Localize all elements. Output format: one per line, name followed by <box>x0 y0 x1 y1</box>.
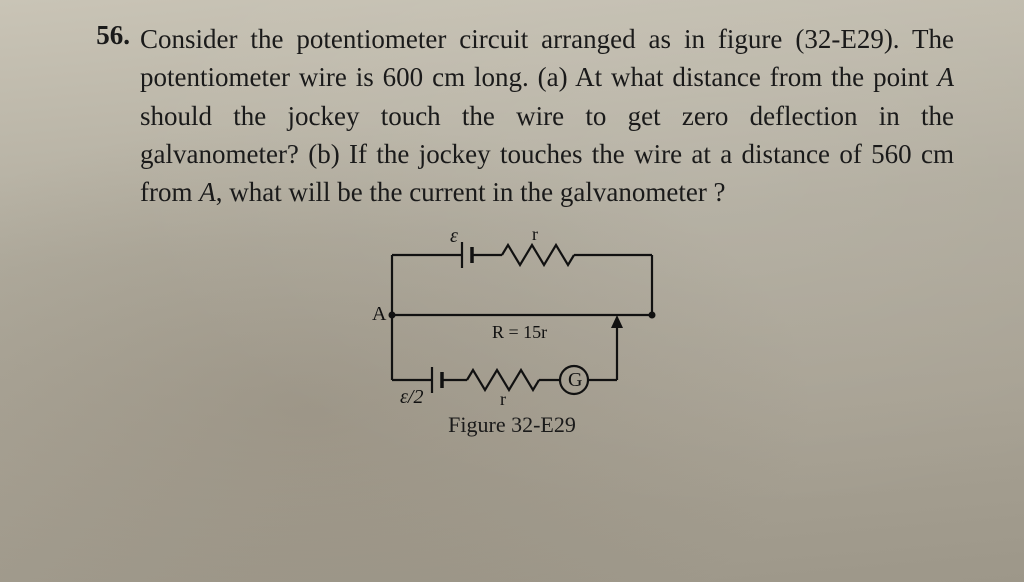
galvanometer-label: G <box>568 369 582 391</box>
problem-number: 56. <box>70 20 140 51</box>
node-a-label: A <box>372 303 387 325</box>
emf-bottom-label: ε/2 <box>400 386 423 408</box>
figure-wrapper: ε r A R = 15r ε/2 r G Figure 32-E29 <box>70 220 954 438</box>
emf-top-label: ε <box>450 225 458 247</box>
jockey-arrow-icon <box>611 315 623 328</box>
res-top-label: r <box>532 224 538 244</box>
node-b-dot <box>649 311 656 318</box>
resistor-top <box>502 245 574 265</box>
problem-block: 56. Consider the potentiometer circuit a… <box>70 20 954 212</box>
wire-res-label: R = 15r <box>492 322 547 342</box>
figure-caption: Figure 32-E29 <box>448 412 576 438</box>
circuit-diagram: ε r A R = 15r ε/2 r G <box>322 220 702 410</box>
res-bottom-label: r <box>500 389 506 409</box>
resistor-bottom <box>467 370 539 390</box>
problem-text: Consider the potentiometer circuit arran… <box>140 20 954 212</box>
